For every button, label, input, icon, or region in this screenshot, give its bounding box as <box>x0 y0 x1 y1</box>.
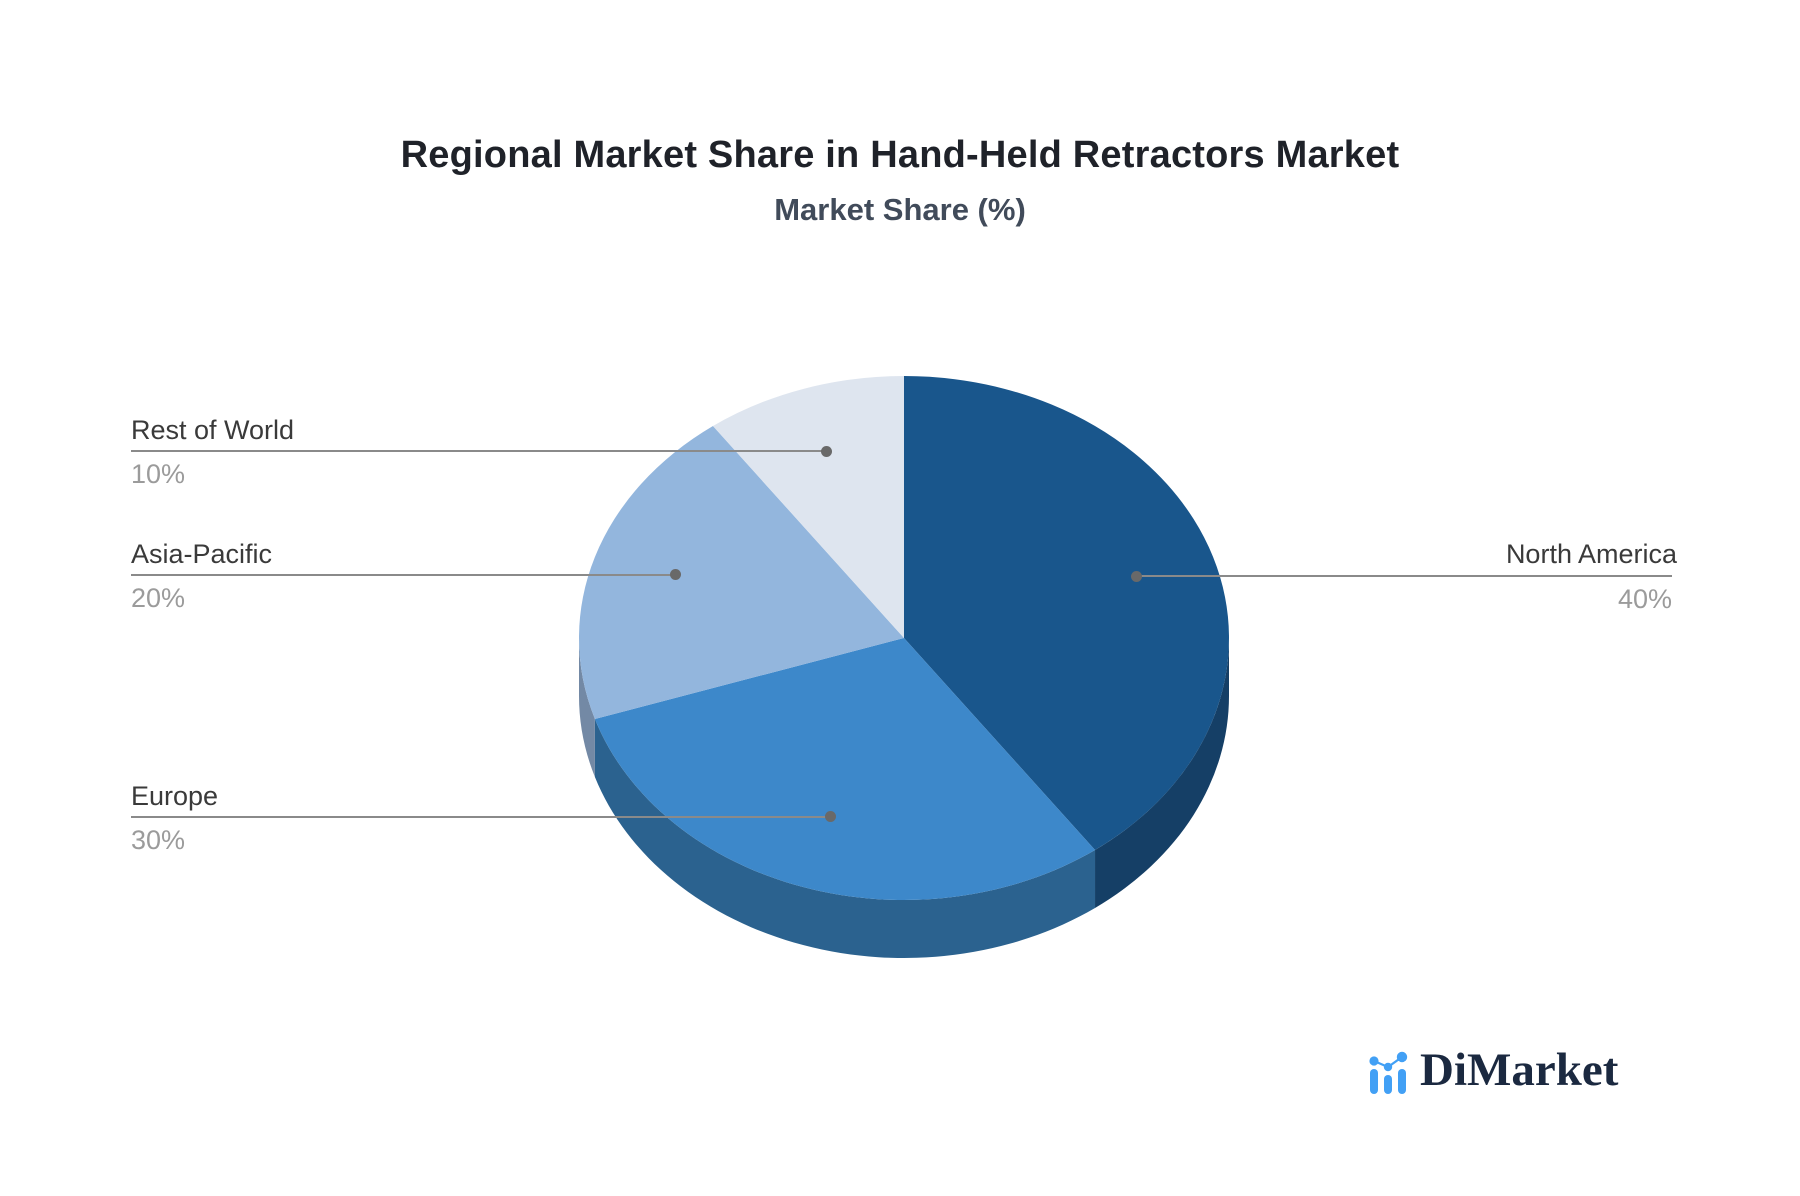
pie-slice-europe[interactable] <box>594 638 1096 900</box>
bar-chart-logo-icon <box>1369 1051 1408 1094</box>
callout-percent: 10% <box>131 459 186 489</box>
pie-slice-north-america[interactable] <box>904 376 1229 850</box>
callout-percent: 40% <box>1617 584 1672 614</box>
callout-dot <box>670 569 681 580</box>
callout-dot <box>825 811 836 822</box>
callout-line <box>131 574 675 576</box>
callout-label: Europe <box>131 781 219 811</box>
callout-dot <box>1131 571 1142 582</box>
chart-subtitle: Market Share (%) <box>774 192 1026 227</box>
pie-slice-rest-of-world[interactable] <box>712 376 904 638</box>
callout-label: Asia-Pacific <box>131 539 273 569</box>
callout-line <box>131 816 830 818</box>
pie-slice-side-asia-pacific <box>579 638 595 777</box>
pie-top-faces <box>578 376 1229 900</box>
logo-text: DiMarket <box>1420 1044 1619 1096</box>
pie-slice-side-north-america <box>1095 638 1229 908</box>
pie-slice-asia-pacific[interactable] <box>578 426 904 719</box>
callout-dot <box>821 446 832 457</box>
logo: DiMarket <box>1362 1038 1618 1096</box>
callout-label: North America <box>1505 539 1677 569</box>
callout-percent: 20% <box>131 583 186 613</box>
callout-line <box>131 450 826 452</box>
callout-line <box>1137 575 1672 577</box>
chart-title: Regional Market Share in Hand-Held Retra… <box>400 134 1400 176</box>
pie-side-faces <box>579 638 1229 958</box>
callout-percent: 30% <box>131 825 186 855</box>
callout-label: Rest of World <box>131 415 295 445</box>
pie-slice-side-europe <box>594 718 1096 958</box>
